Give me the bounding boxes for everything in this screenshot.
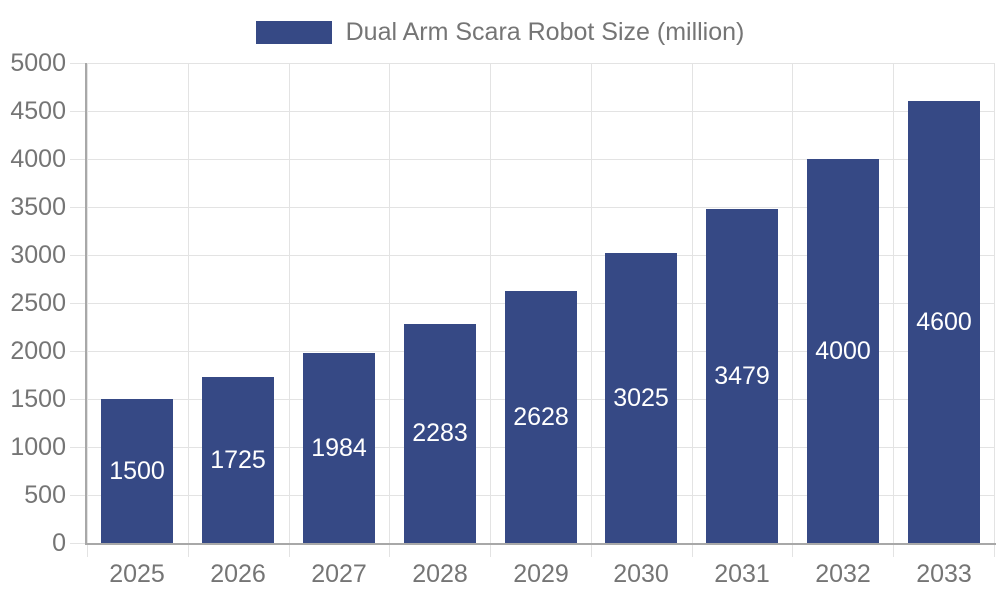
bar-2031[interactable]: 3479 — [706, 209, 778, 543]
bar-value-label: 2628 — [513, 402, 569, 431]
y-tick-label: 500 — [24, 481, 66, 509]
bar-value-label: 4600 — [916, 307, 972, 336]
gridline-v — [490, 63, 491, 557]
y-tick-label: 3000 — [10, 241, 66, 269]
gridline-h — [70, 207, 994, 208]
bar-value-label: 1500 — [109, 456, 165, 485]
gridline-h — [70, 111, 994, 112]
y-axis-line — [85, 63, 87, 545]
bar-2028[interactable]: 2283 — [404, 324, 476, 543]
bar-value-label: 3025 — [613, 383, 669, 412]
gridline-v — [389, 63, 390, 557]
gridline-v — [289, 63, 290, 557]
bar-value-label: 1984 — [311, 433, 367, 462]
bar-2026[interactable]: 1725 — [202, 377, 274, 543]
legend[interactable]: Dual Arm Scara Robot Size (million) — [0, 18, 1000, 47]
x-axis-line — [85, 543, 996, 545]
y-tick-label: 2500 — [10, 289, 66, 317]
bar-2029[interactable]: 2628 — [505, 291, 577, 543]
bar-2032[interactable]: 4000 — [807, 159, 879, 543]
x-tick-label-2027: 2027 — [311, 560, 367, 588]
gridline-v — [87, 63, 88, 557]
gridline-v — [188, 63, 189, 557]
bar-2027[interactable]: 1984 — [303, 353, 375, 543]
legend-swatch — [255, 21, 332, 44]
x-tick-label-2031: 2031 — [714, 560, 770, 588]
x-tick-label-2026: 2026 — [210, 560, 266, 588]
gridline-v — [994, 63, 995, 557]
y-tick-label: 5000 — [10, 49, 66, 77]
bar-value-label: 4000 — [815, 336, 871, 365]
x-tick-label-2029: 2029 — [513, 560, 569, 588]
y-tick-label: 1000 — [10, 433, 66, 461]
gridline-h — [70, 159, 994, 160]
bar-value-label: 2283 — [412, 419, 468, 447]
gridline-h — [70, 63, 994, 64]
x-tick-label-2028: 2028 — [412, 560, 468, 588]
gridline-v — [692, 63, 693, 557]
x-tick-label-2030: 2030 — [613, 560, 669, 588]
x-tick-label-2032: 2032 — [815, 560, 871, 588]
y-tick-label: 0 — [52, 529, 66, 557]
y-tick-label: 4000 — [10, 145, 66, 173]
y-tick-label: 2000 — [10, 337, 66, 365]
gridline-v — [893, 63, 894, 557]
bar-2030[interactable]: 3025 — [605, 253, 677, 543]
gridline-v — [591, 63, 592, 557]
bar-2033[interactable]: 4600 — [908, 101, 980, 543]
gridline-v — [792, 63, 793, 557]
x-tick-label-2025: 2025 — [109, 560, 165, 588]
bar-2025[interactable]: 1500 — [101, 399, 173, 543]
y-tick-label: 4500 — [10, 97, 66, 125]
x-tick-label-2033: 2033 — [916, 560, 972, 588]
bar-value-label: 3479 — [714, 361, 770, 390]
legend-label: Dual Arm Scara Robot Size (million) — [345, 18, 745, 46]
y-tick-label: 1500 — [10, 385, 66, 413]
bar-value-label: 1725 — [210, 445, 266, 474]
gridline-h — [70, 255, 994, 256]
y-tick-label: 3500 — [10, 193, 66, 221]
